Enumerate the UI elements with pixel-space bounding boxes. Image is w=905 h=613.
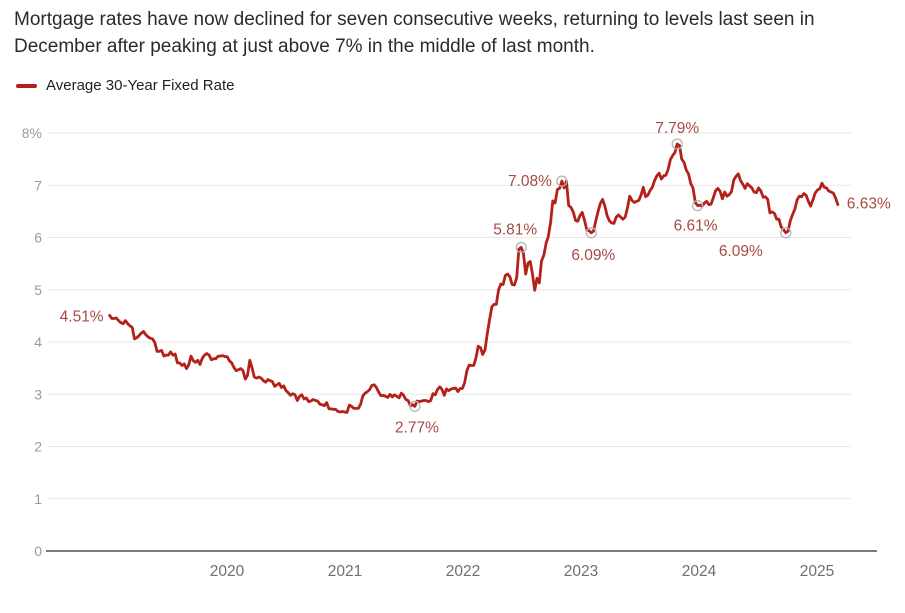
annotation-label: 6.61% — [674, 218, 718, 235]
annotation-marker — [556, 175, 568, 187]
annotation-label: 6.09% — [719, 243, 763, 260]
annotation-label: 7.08% — [508, 173, 552, 190]
y-axis-label: 3 — [34, 386, 42, 402]
rate-line — [108, 142, 840, 414]
y-axis-label: 1 — [34, 491, 42, 507]
x-axis-label: 2023 — [564, 563, 598, 580]
annotation-marker — [691, 199, 704, 212]
annotation-marker — [671, 138, 683, 150]
y-axis-label: 0 — [34, 543, 42, 559]
y-axis-label: 7 — [34, 177, 42, 193]
annotation-label: 6.09% — [571, 247, 615, 264]
annotation-marker — [515, 241, 527, 254]
annotation-marker — [780, 227, 792, 239]
x-axis-label: 2024 — [682, 563, 717, 580]
x-axis-label: 2020 — [210, 563, 245, 580]
annotation-label: 2.77% — [395, 419, 439, 436]
y-axis-label: 2 — [34, 439, 42, 455]
y-axis-label: 8% — [22, 125, 42, 141]
annotation-label: 5.81% — [493, 221, 537, 238]
annotation-label: 6.63% — [847, 196, 891, 213]
annotation-label: 4.51% — [60, 308, 104, 325]
annotation-marker — [409, 400, 421, 412]
y-axis-label: 4 — [34, 334, 42, 350]
legend-label: Average 30-Year Fixed Rate — [46, 77, 235, 94]
x-axis-label: 2025 — [800, 563, 834, 580]
chart-title: Mortgage rates have now declined for sev… — [14, 9, 815, 57]
x-axis-label: 2022 — [446, 563, 480, 580]
annotation-marker — [585, 227, 597, 239]
legend-line-swatch-icon — [16, 83, 37, 88]
legend: Average 30-Year Fixed Rate — [16, 77, 234, 94]
y-axis-label: 6 — [34, 230, 42, 246]
y-axis-label: 5 — [34, 282, 42, 298]
annotation-label: 7.79% — [655, 120, 699, 137]
x-axis-label: 2021 — [328, 563, 362, 580]
